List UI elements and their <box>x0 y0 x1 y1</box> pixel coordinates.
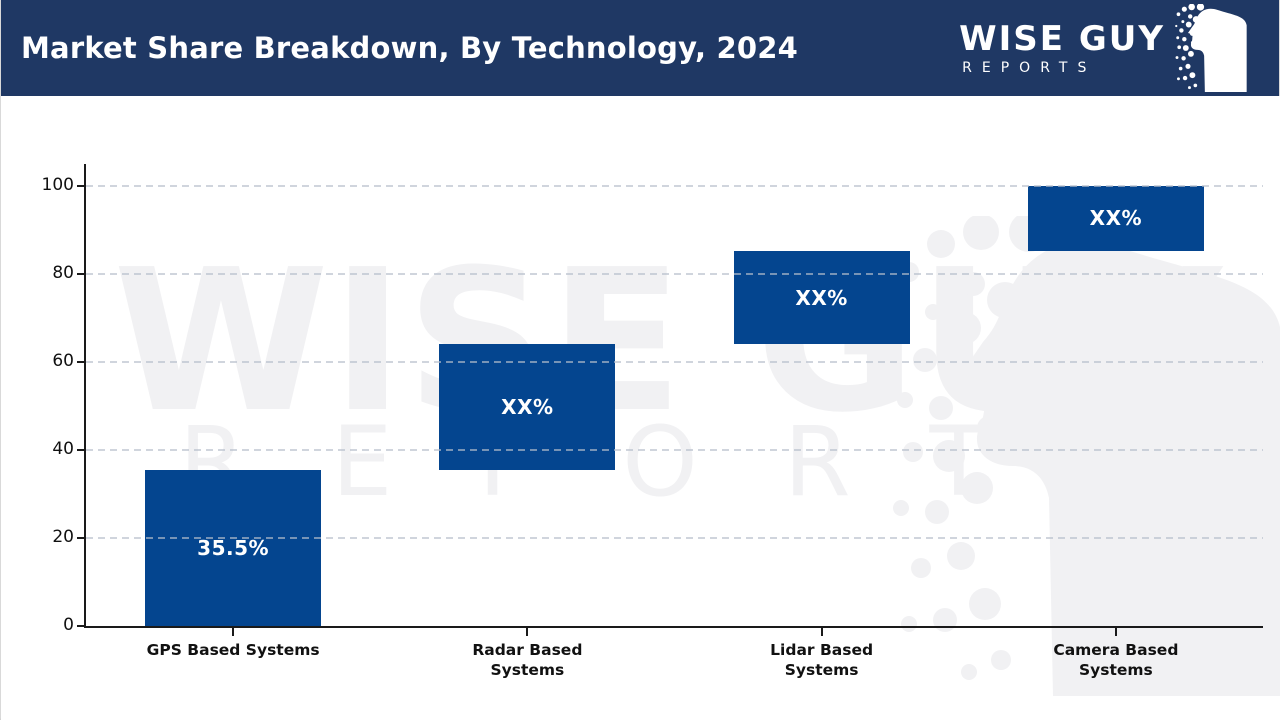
gridline-40 <box>86 449 1263 451</box>
bar-value-label: XX% <box>501 395 554 420</box>
y-tick-mark-100 <box>77 185 86 187</box>
wiseguy-logo: WISE GUY REPORTS <box>959 4 1253 92</box>
x-category-label: Radar Based Systems <box>377 640 677 680</box>
logo-subtext: REPORTS <box>962 59 1097 76</box>
logo-text: WISE GUY REPORTS <box>959 19 1165 76</box>
bar-camera-based-systems: XX% <box>1027 186 1204 251</box>
chart-title: Market Share Breakdown, By Technology, 2… <box>21 31 799 65</box>
chart-area: WISE GUY REPORTS 0 20 40 60 80 100 35.5% GPS Ba… <box>1 96 1280 720</box>
x-tick-mark-4 <box>1114 628 1117 636</box>
y-axis-line <box>84 164 86 628</box>
x-category-label-line: Lidar Based <box>770 641 874 659</box>
gridline-80 <box>86 273 1263 275</box>
x-category-label: Lidar Based Systems <box>672 640 972 680</box>
x-tick-mark-2 <box>526 628 529 636</box>
x-category-label-line: Camera Based <box>1053 641 1179 659</box>
bar-value-label: XX% <box>795 285 848 310</box>
x-axis-line <box>84 626 1263 628</box>
bar-value-label: 35.5% <box>197 535 270 560</box>
bar-radar-based-systems: XX% <box>439 344 616 470</box>
wiseguy-face-icon <box>1175 4 1247 92</box>
bar-lidar-based-systems: XX% <box>733 250 910 345</box>
y-tick-label-100: 100 <box>41 175 74 195</box>
bar-gps-based-systems: 35.5% <box>145 469 322 626</box>
y-tick-label-0: 0 <box>63 615 74 635</box>
x-category-label-line: GPS Based Systems <box>146 641 320 659</box>
x-category-label: Camera Based Systems <box>966 640 1266 680</box>
y-tick-mark-40 <box>77 449 86 451</box>
y-tick-label-40: 40 <box>52 439 74 459</box>
x-category-label-line: Systems <box>490 661 565 680</box>
gridline-100 <box>86 185 1263 187</box>
gridline-20 <box>86 537 1263 539</box>
x-tick-mark-1 <box>232 628 235 636</box>
gridline-60 <box>86 361 1263 363</box>
y-tick-mark-80 <box>77 273 86 275</box>
x-category-label: GPS Based Systems <box>83 640 383 660</box>
logo-wordmark: WISE GUY <box>959 19 1165 60</box>
y-tick-label-80: 80 <box>52 263 74 283</box>
bar-value-label: XX% <box>1089 206 1143 231</box>
watermark-face-icon <box>891 216 1280 696</box>
y-tick-label-20: 20 <box>52 527 74 547</box>
y-tick-label-60: 60 <box>52 351 74 371</box>
y-tick-mark-60 <box>77 361 86 363</box>
x-category-label-line: Radar Based <box>472 641 583 659</box>
y-tick-mark-20 <box>77 537 86 539</box>
header: Market Share Breakdown, By Technology, 2… <box>1 0 1279 96</box>
y-tick-mark-0 <box>77 625 86 627</box>
x-tick-mark-3 <box>820 628 823 636</box>
x-category-label-line: Systems <box>1078 661 1153 680</box>
x-category-label-line: Systems <box>784 661 859 680</box>
